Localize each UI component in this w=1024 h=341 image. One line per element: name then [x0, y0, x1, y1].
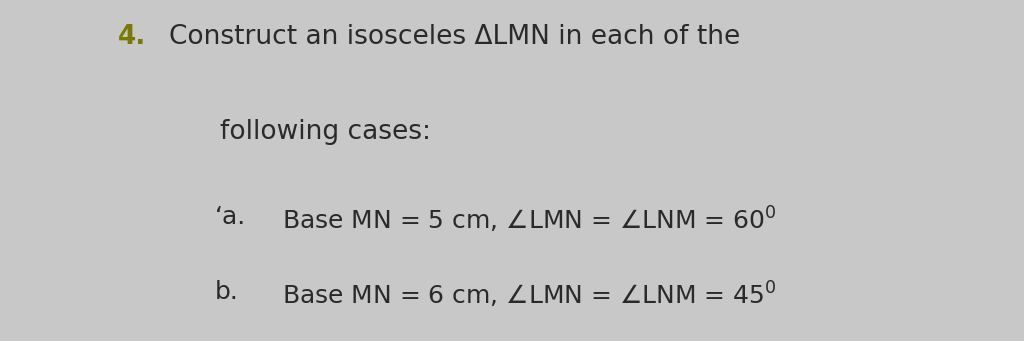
Text: b.: b. — [215, 280, 239, 303]
Text: ‘a.: ‘a. — [215, 205, 247, 228]
Text: Base MN = 6 cm, ∠LMN = ∠LNM = 45$^{\mathregular{0}}$: Base MN = 6 cm, ∠LMN = ∠LNM = 45$^{\math… — [282, 280, 776, 310]
Text: following cases:: following cases: — [220, 119, 431, 145]
Text: 4.: 4. — [118, 24, 146, 50]
Text: Base MN = 5 cm, ∠LMN = ∠LNM = 60$^{\mathregular{0}}$: Base MN = 5 cm, ∠LMN = ∠LNM = 60$^{\math… — [282, 205, 776, 235]
Text: Construct an isosceles ΔLMN in each of the: Construct an isosceles ΔLMN in each of t… — [169, 24, 740, 50]
